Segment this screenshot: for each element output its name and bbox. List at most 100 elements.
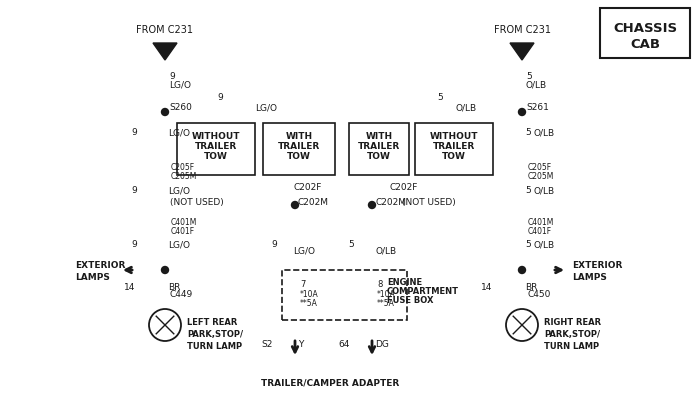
Text: T: T xyxy=(519,49,525,58)
Text: 5: 5 xyxy=(525,186,531,195)
Text: C401M: C401M xyxy=(171,218,197,227)
Circle shape xyxy=(149,309,181,341)
Text: LG/O: LG/O xyxy=(293,247,315,256)
Text: CAB: CAB xyxy=(630,38,660,51)
Text: Y: Y xyxy=(298,340,303,349)
Circle shape xyxy=(506,309,538,341)
Circle shape xyxy=(291,202,298,209)
Text: *10A: *10A xyxy=(377,290,395,299)
Text: ENGINE: ENGINE xyxy=(387,278,422,287)
Text: C205F: C205F xyxy=(171,163,195,172)
Text: C401M: C401M xyxy=(528,218,554,227)
Text: C202F: C202F xyxy=(293,183,321,192)
Text: LAMPS: LAMPS xyxy=(572,273,607,283)
Text: WITHOUT: WITHOUT xyxy=(430,132,478,141)
Circle shape xyxy=(162,109,169,115)
Text: S260: S260 xyxy=(169,104,192,113)
Text: O/LB: O/LB xyxy=(455,104,476,113)
Text: S261: S261 xyxy=(526,104,549,113)
Text: CHASSIS: CHASSIS xyxy=(613,22,677,35)
Text: (NOT USED): (NOT USED) xyxy=(170,198,224,207)
Text: O/LB: O/LB xyxy=(534,186,555,195)
Circle shape xyxy=(519,109,526,115)
Text: COMPARTMENT: COMPARTMENT xyxy=(387,287,459,296)
Text: TRAILER: TRAILER xyxy=(433,142,475,151)
Text: **5A: **5A xyxy=(300,299,318,308)
Text: 8: 8 xyxy=(377,280,382,289)
Text: WITHOUT: WITHOUT xyxy=(192,132,240,141)
Text: C205F: C205F xyxy=(528,163,552,172)
Text: TOW: TOW xyxy=(442,152,466,161)
Text: WITH: WITH xyxy=(365,132,393,141)
Text: LG/O: LG/O xyxy=(255,104,277,113)
Text: LAMPS: LAMPS xyxy=(75,273,110,283)
Bar xyxy=(177,123,255,175)
Text: 9: 9 xyxy=(272,240,277,249)
Text: TOW: TOW xyxy=(287,152,311,161)
Text: EXTERIOR: EXTERIOR xyxy=(75,260,125,269)
Polygon shape xyxy=(510,43,534,60)
Text: S2: S2 xyxy=(262,340,273,349)
Text: FROM C231: FROM C231 xyxy=(494,25,550,35)
Text: 5: 5 xyxy=(437,93,443,102)
Text: BR: BR xyxy=(525,283,538,292)
Text: 9: 9 xyxy=(132,128,137,137)
Text: 14: 14 xyxy=(481,283,492,292)
Bar xyxy=(600,8,690,58)
Text: O/LB: O/LB xyxy=(375,247,396,256)
Text: TOW: TOW xyxy=(204,152,228,161)
Text: *10A: *10A xyxy=(300,290,318,299)
Text: TRAILER: TRAILER xyxy=(358,142,400,151)
Text: 14: 14 xyxy=(124,283,135,292)
Text: 5: 5 xyxy=(349,240,354,249)
Text: C401F: C401F xyxy=(171,227,195,236)
Text: TRAILER/CAMPER ADAPTER: TRAILER/CAMPER ADAPTER xyxy=(261,378,399,387)
Bar xyxy=(415,123,493,175)
Text: C205M: C205M xyxy=(171,172,197,181)
Text: S: S xyxy=(162,49,168,58)
Text: 9: 9 xyxy=(132,240,137,249)
Bar xyxy=(282,270,407,320)
Text: LG/O: LG/O xyxy=(168,128,190,137)
Text: 5: 5 xyxy=(526,72,532,81)
Circle shape xyxy=(368,202,375,209)
Text: C202M: C202M xyxy=(375,198,406,207)
Text: FUSE BOX: FUSE BOX xyxy=(387,296,433,305)
Text: 9: 9 xyxy=(132,186,137,195)
Text: C401F: C401F xyxy=(528,227,552,236)
Text: **5A: **5A xyxy=(377,299,395,308)
Text: 64: 64 xyxy=(339,340,350,349)
Text: TRAILER: TRAILER xyxy=(278,142,320,151)
Text: C450: C450 xyxy=(527,290,550,299)
Text: LG/O: LG/O xyxy=(168,186,190,195)
Polygon shape xyxy=(153,43,177,60)
Text: (NOT USED): (NOT USED) xyxy=(402,198,456,207)
Text: 5: 5 xyxy=(525,128,531,137)
Text: BR: BR xyxy=(168,283,181,292)
Text: C202M: C202M xyxy=(298,198,329,207)
Text: 9: 9 xyxy=(169,72,175,81)
Text: O/LB: O/LB xyxy=(534,240,555,249)
Text: C449: C449 xyxy=(170,290,193,299)
Text: O/LB: O/LB xyxy=(534,128,555,137)
Text: LEFT REAR: LEFT REAR xyxy=(187,318,237,327)
Text: C202F: C202F xyxy=(390,183,419,192)
Text: 7: 7 xyxy=(300,280,305,289)
Text: TURN LAMP: TURN LAMP xyxy=(544,342,599,351)
Text: WITH: WITH xyxy=(286,132,313,141)
Text: EXTERIOR: EXTERIOR xyxy=(572,260,622,269)
Text: PARK,STOP/: PARK,STOP/ xyxy=(544,330,600,339)
Text: RIGHT REAR: RIGHT REAR xyxy=(544,318,601,327)
Text: DG: DG xyxy=(375,340,389,349)
Text: TOW: TOW xyxy=(367,152,391,161)
Circle shape xyxy=(162,266,169,273)
Text: TURN LAMP: TURN LAMP xyxy=(187,342,242,351)
Text: TRAILER: TRAILER xyxy=(195,142,237,151)
Text: 5: 5 xyxy=(525,240,531,249)
Bar xyxy=(263,123,335,175)
Circle shape xyxy=(519,266,526,273)
Text: FROM C231: FROM C231 xyxy=(136,25,193,35)
Text: C205M: C205M xyxy=(528,172,554,181)
Text: O/LB: O/LB xyxy=(526,80,547,89)
Text: 9: 9 xyxy=(217,93,223,102)
